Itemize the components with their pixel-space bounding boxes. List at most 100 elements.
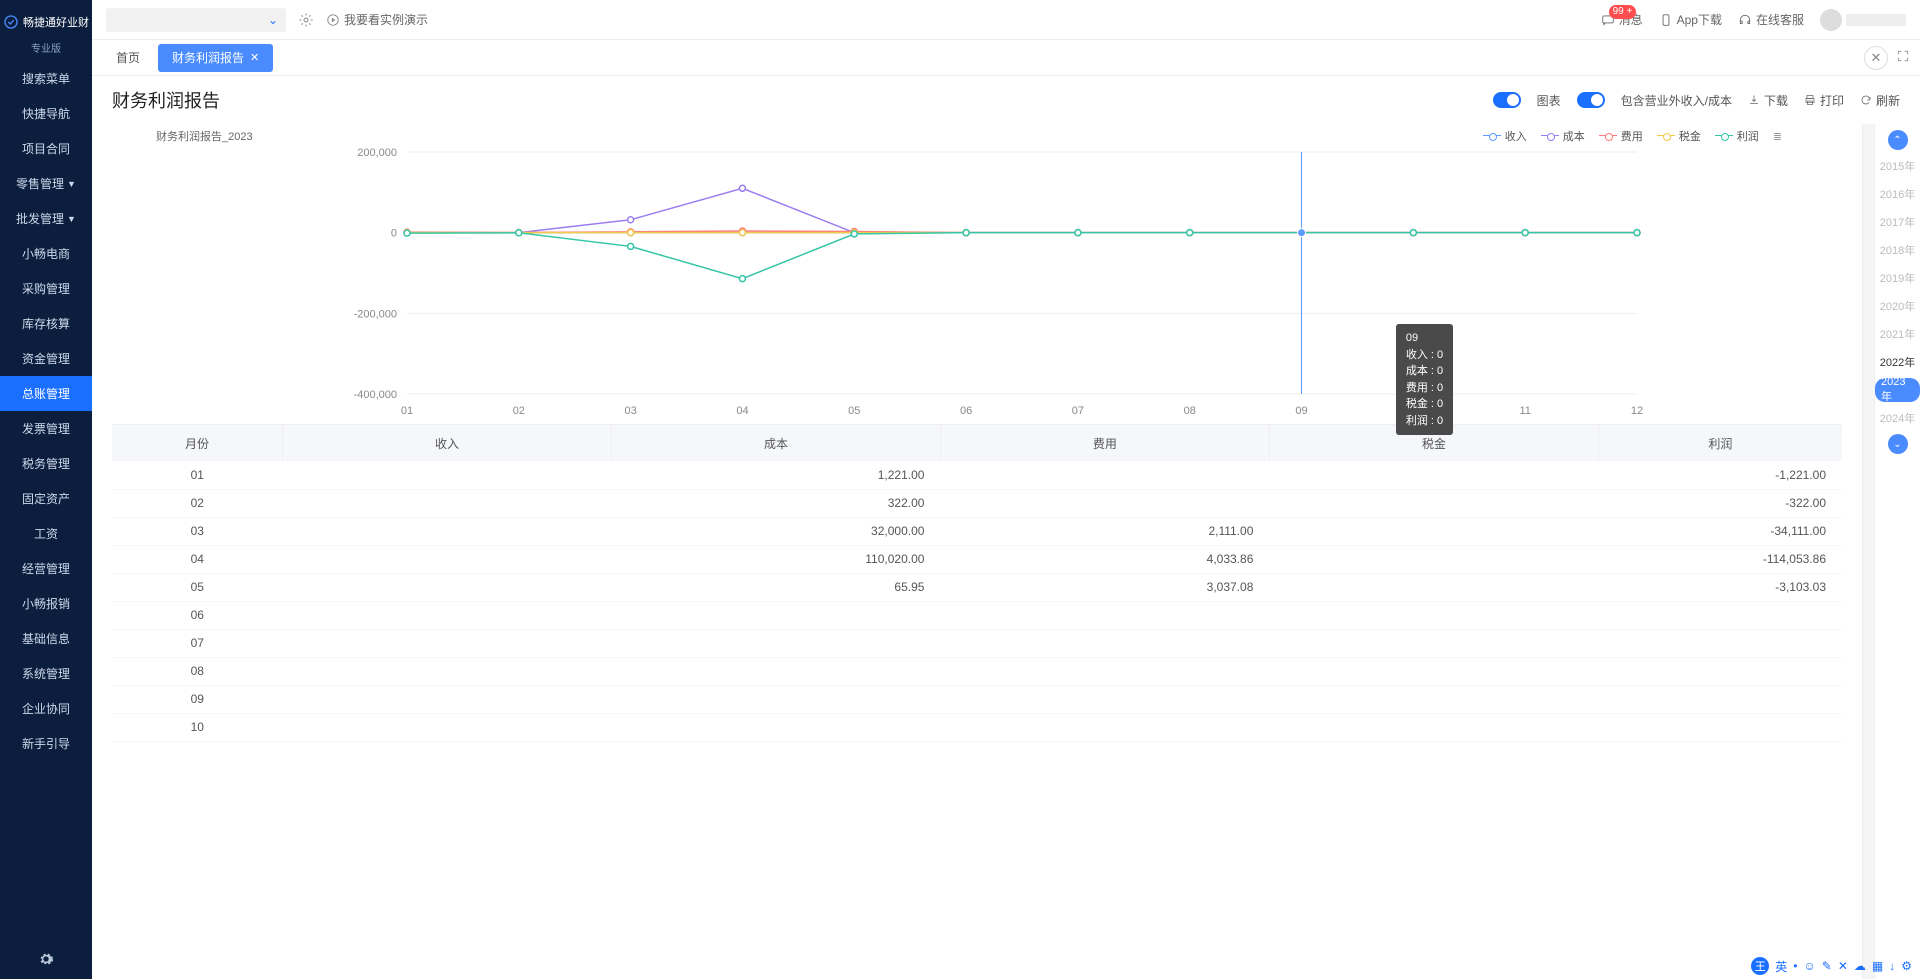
table-cell — [283, 713, 612, 741]
page-header: 财务利润报告 图表 包含营业外收入/成本 下载 打印 刷新 — [92, 76, 1920, 124]
tab[interactable]: 财务利润报告✕ — [158, 44, 273, 72]
year-item[interactable]: 2022年 — [1880, 350, 1915, 374]
table-row: 10 — [112, 713, 1842, 741]
sidebar-item[interactable]: 快捷导航 — [0, 96, 92, 131]
legend-item[interactable]: 费用 — [1599, 128, 1643, 144]
sidebar-item[interactable]: 发票管理 — [0, 411, 92, 446]
year-scroll-up[interactable]: ⌃ — [1888, 130, 1908, 150]
sidebar-item[interactable]: 固定资产 — [0, 481, 92, 516]
ime-icon[interactable]: ✎ — [1822, 959, 1832, 973]
refresh-button[interactable]: 刷新 — [1860, 92, 1900, 109]
brand-edition: 专业版 — [0, 40, 92, 55]
sidebar-item[interactable]: 基础信息 — [0, 621, 92, 656]
ime-icon[interactable]: ↓ — [1889, 959, 1895, 973]
chevron-down-icon: ▼ — [67, 214, 76, 224]
close-icon[interactable]: ✕ — [250, 51, 259, 64]
sidebar-item[interactable]: 系统管理 — [0, 656, 92, 691]
settings-button[interactable] — [0, 939, 92, 979]
legend-item[interactable]: 税金 — [1657, 128, 1701, 144]
sidebar-item[interactable]: 采购管理 — [0, 271, 92, 306]
sidebar-item[interactable]: 搜索菜单 — [0, 61, 92, 96]
messages-badge: 99 + — [1609, 5, 1637, 19]
close-all-tabs-button[interactable]: ✕ — [1864, 46, 1888, 70]
table-cell: 05 — [112, 573, 283, 601]
sidebar-item[interactable]: 经营管理 — [0, 551, 92, 586]
include-toggle[interactable] — [1577, 92, 1605, 108]
year-item[interactable]: 2017年 — [1880, 210, 1915, 234]
table-cell: 09 — [112, 685, 283, 713]
table-cell — [940, 685, 1269, 713]
legend-item[interactable]: 利润 — [1715, 128, 1759, 144]
year-item[interactable]: 2016年 — [1880, 182, 1915, 206]
topbar: ⌄ 我要看实例演示 99 + 消息 App下载 在线客服 — [92, 0, 1920, 40]
page-title: 财务利润报告 — [112, 87, 220, 113]
sidebar-item[interactable]: 小畅报销 — [0, 586, 92, 621]
chevron-down-icon: ⌄ — [268, 13, 278, 27]
svg-text:11: 11 — [1519, 405, 1530, 417]
year-item[interactable]: 2020年 — [1880, 294, 1915, 318]
year-item[interactable]: 2024年 — [1880, 406, 1915, 430]
user-menu[interactable] — [1820, 9, 1906, 31]
table-cell — [1598, 601, 1842, 629]
print-button[interactable]: 打印 — [1804, 92, 1844, 109]
year-item[interactable]: 2019年 — [1880, 266, 1915, 290]
legend-item[interactable]: 收入 — [1483, 128, 1527, 144]
sidebar-item[interactable]: 资金管理 — [0, 341, 92, 376]
ime-icon[interactable]: ✕ — [1838, 959, 1848, 973]
sidebar-item[interactable]: 零售管理▼ — [0, 166, 92, 201]
table-cell — [283, 545, 612, 573]
download-icon — [1748, 94, 1760, 106]
sidebar-item[interactable]: 批发管理▼ — [0, 201, 92, 236]
table-cell — [940, 601, 1269, 629]
ime-icon[interactable]: • — [1793, 959, 1797, 973]
svg-text:02: 02 — [513, 405, 525, 417]
sidebar-item[interactable]: 总账管理 — [0, 376, 92, 411]
sidebar-item[interactable]: 库存核算 — [0, 306, 92, 341]
svg-text:200,000: 200,000 — [357, 147, 397, 159]
tab[interactable]: 首页 — [102, 44, 154, 72]
year-item[interactable]: 2015年 — [1880, 154, 1915, 178]
sidebar-item[interactable]: 企业协同 — [0, 691, 92, 726]
legend-options-icon[interactable]: ≣ — [1773, 130, 1782, 143]
svg-text:12: 12 — [1631, 405, 1643, 417]
gear-icon[interactable] — [298, 12, 314, 28]
avatar — [1820, 9, 1842, 31]
legend-marker-icon — [1657, 132, 1675, 140]
legend-item[interactable]: 成本 — [1541, 128, 1585, 144]
ime-badge[interactable]: 王 — [1751, 957, 1769, 975]
online-service-button[interactable]: 在线客服 — [1738, 11, 1804, 28]
ime-bar: 王 英 • ☺ ✎ ✕ ☁ ▦ ↓ ⚙ — [1751, 957, 1912, 975]
company-selector[interactable]: ⌄ — [106, 8, 286, 32]
download-button[interactable]: 下载 — [1748, 92, 1788, 109]
ime-lang[interactable]: 英 — [1775, 958, 1787, 975]
year-scroll-down[interactable]: ⌄ — [1888, 434, 1908, 454]
messages-button[interactable]: 99 + 消息 — [1601, 11, 1643, 28]
table-cell — [612, 713, 941, 741]
ime-icon[interactable]: ☺ — [1804, 959, 1816, 973]
phone-icon — [1659, 13, 1673, 27]
app-download-button[interactable]: App下载 — [1659, 11, 1722, 28]
sidebar-item[interactable]: 小畅电商 — [0, 236, 92, 271]
demo-link[interactable]: 我要看实例演示 — [326, 11, 428, 28]
chart-canvas[interactable]: 200,0000-200,000-400,0000102030405060708… — [112, 124, 1842, 424]
table-cell: -3,103.03 — [1598, 573, 1842, 601]
year-item[interactable]: 2023年 — [1875, 378, 1920, 402]
table-cell: 01 — [112, 461, 283, 489]
ime-icon[interactable]: ▦ — [1872, 959, 1883, 973]
sidebar-item[interactable]: 税务管理 — [0, 446, 92, 481]
scrollbar[interactable] — [1862, 124, 1874, 979]
table-header: 月份 — [112, 425, 283, 461]
year-item[interactable]: 2021年 — [1880, 322, 1915, 346]
svg-text:07: 07 — [1072, 405, 1084, 417]
year-item[interactable]: 2018年 — [1880, 238, 1915, 262]
ime-icon[interactable]: ⚙ — [1901, 959, 1912, 973]
sidebar-item[interactable]: 项目合同 — [0, 131, 92, 166]
fullscreen-button[interactable] — [1896, 49, 1910, 66]
chart-toggle[interactable] — [1493, 92, 1521, 108]
sidebar-item[interactable]: 工资 — [0, 516, 92, 551]
sidebar-item[interactable]: 新手引导 — [0, 726, 92, 761]
table-row: 06 — [112, 601, 1842, 629]
ime-icon[interactable]: ☁ — [1854, 959, 1866, 973]
table-header: 成本 — [612, 425, 941, 461]
table-cell — [283, 685, 612, 713]
